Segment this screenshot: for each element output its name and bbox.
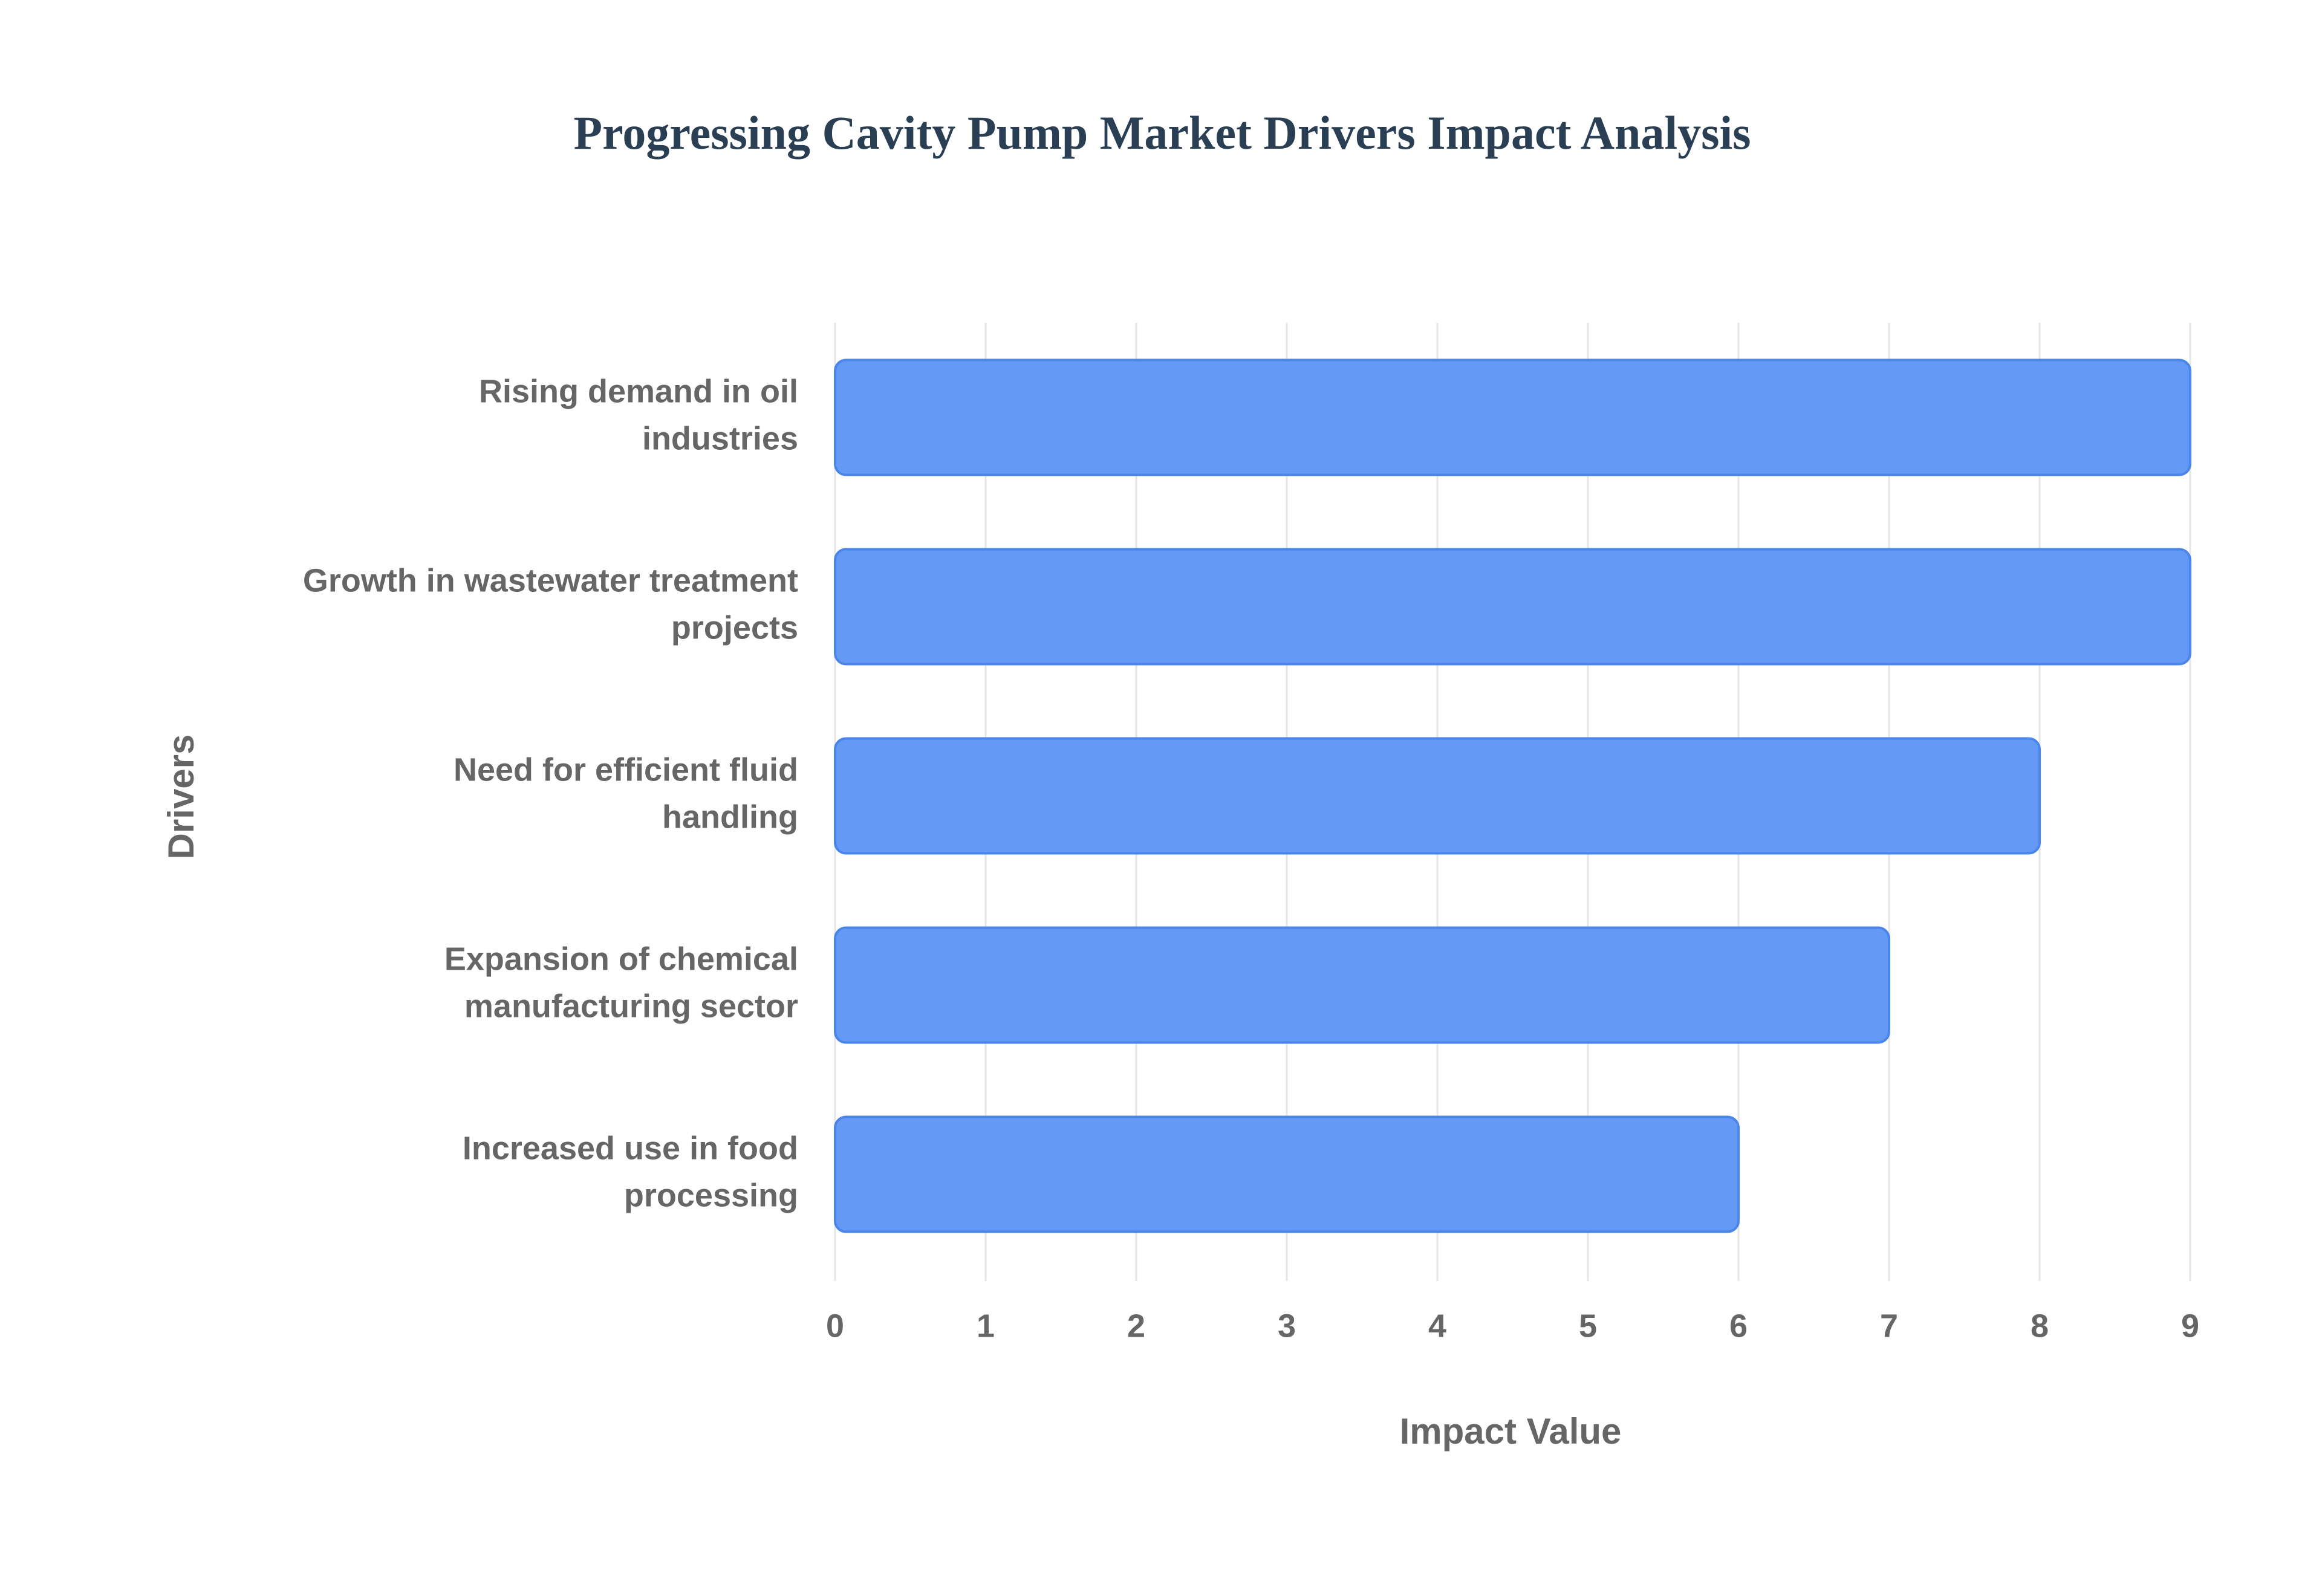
x-tick-label: 3 (1278, 1308, 1296, 1344)
x-axis-title: Impact Value (1400, 1411, 1622, 1452)
y-tick-label: Need for efficient fluid handling (454, 752, 798, 835)
x-tick-label: 0 (826, 1308, 844, 1344)
bar (834, 1115, 1740, 1233)
x-tick-label: 1 (977, 1308, 995, 1344)
y-tick-label: Growth in wastewater treatment projects (303, 563, 798, 646)
x-tick-label: 5 (1579, 1308, 1597, 1344)
x-tick-label: 8 (2031, 1308, 2049, 1344)
bar (834, 358, 2191, 476)
x-tick-label: 6 (1729, 1308, 1748, 1344)
bar (834, 548, 2191, 666)
x-tick-label: 4 (1428, 1308, 1446, 1344)
bar (834, 926, 1890, 1044)
y-axis-title: Drivers (161, 735, 201, 860)
chart-title: Progressing Cavity Pump Market Drivers I… (574, 106, 1751, 159)
bar (834, 737, 2041, 855)
y-tick-label: Increased use in food processing (463, 1130, 798, 1214)
y-tick-label: Expansion of chemical manufacturing secto… (444, 941, 798, 1025)
x-tick-label: 7 (1880, 1308, 1898, 1344)
x-tick-label: 9 (2181, 1308, 2199, 1344)
y-tick-label: Rising demand in oil industries (479, 374, 798, 457)
x-tick-label: 2 (1127, 1308, 1145, 1344)
